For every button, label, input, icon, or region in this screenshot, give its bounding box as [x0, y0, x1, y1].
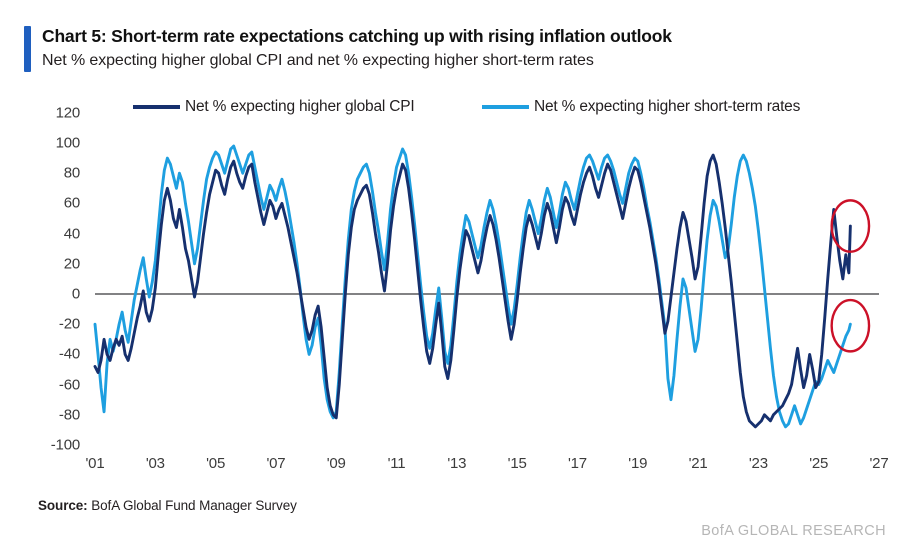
x-tick-label: '27 [869, 455, 889, 472]
x-tick-label: '21 [688, 455, 708, 472]
source-text: BofA Global Fund Manager Survey [87, 498, 297, 513]
y-tick-label: -80 [58, 406, 80, 424]
x-tick-label: '25 [809, 455, 829, 472]
page-title: Chart 5: Short-term rate expectations ca… [42, 26, 672, 46]
y-axis-labels: 120 100 80 60 40 20 0 -20 -40 -60 -80 -100 [20, 95, 80, 490]
page-subtitle: Net % expecting higher global CPI and ne… [42, 51, 594, 69]
y-tick-label: 60 [63, 194, 80, 212]
series-line-cpi [93, 153, 852, 429]
legend-item-cpi[interactable]: Net % expecting higher global CPI [133, 98, 415, 116]
legend-label-cpi: Net % expecting higher global CPI [185, 98, 415, 115]
legend-item-rates[interactable]: Net % expecting higher short-term rates [482, 98, 800, 116]
y-tick-label: -20 [58, 315, 80, 333]
y-tick-label: -100 [50, 436, 80, 454]
y-tick-label: 20 [63, 255, 80, 273]
x-tick-label: '11 [387, 455, 406, 472]
x-tick-label: '17 [567, 455, 587, 472]
x-tick-label: '03 [145, 455, 165, 472]
series-line-rates [93, 144, 852, 429]
cpi-endpoint-circle [830, 199, 871, 253]
x-axis-labels: '01 '03 '05 '07 '09 '11 '13 '15 '17 '19 '21 '23 '25 '… [0, 455, 916, 479]
chart-header: Chart 5: Short-term rate expectations ca… [24, 26, 672, 72]
plot-area: Net % expecting higher global CPI Net % … [0, 95, 916, 490]
x-tick-label: '15 [507, 455, 527, 472]
source-label: Source: [38, 498, 88, 513]
legend-swatch-cpi [133, 105, 180, 109]
x-tick-label: '13 [447, 455, 467, 472]
x-tick-label: '19 [628, 455, 648, 472]
rates-endpoint-circle [830, 298, 871, 353]
y-tick-label: -40 [58, 345, 80, 363]
x-tick-label: '01 [85, 455, 105, 472]
legend-swatch-rates [482, 105, 529, 109]
chart-legend: Net % expecting higher global CPI Net % … [0, 95, 916, 125]
x-tick-label: '09 [326, 455, 346, 472]
legend-label-rates: Net % expecting higher short-term rates [534, 98, 801, 115]
title-accent-bar [24, 26, 31, 72]
header-text-block: Chart 5: Short-term rate expectations ca… [42, 26, 672, 72]
y-tick-label: 0 [71, 285, 80, 303]
source-note: Source: BofA Global Fund Manager Survey [38, 498, 297, 513]
x-tick-label: '23 [748, 455, 768, 472]
y-tick-label: 40 [63, 225, 80, 243]
y-tick-label: 100 [55, 134, 81, 152]
y-tick-label: 80 [63, 164, 80, 182]
y-tick-label: 120 [55, 104, 81, 122]
y-tick-label: -60 [58, 376, 80, 394]
chart-canvas [93, 144, 879, 429]
x-tick-label: '07 [266, 455, 286, 472]
brand-watermark: BofA GLOBAL RESEARCH [701, 523, 886, 539]
x-tick-label: '05 [206, 455, 226, 472]
